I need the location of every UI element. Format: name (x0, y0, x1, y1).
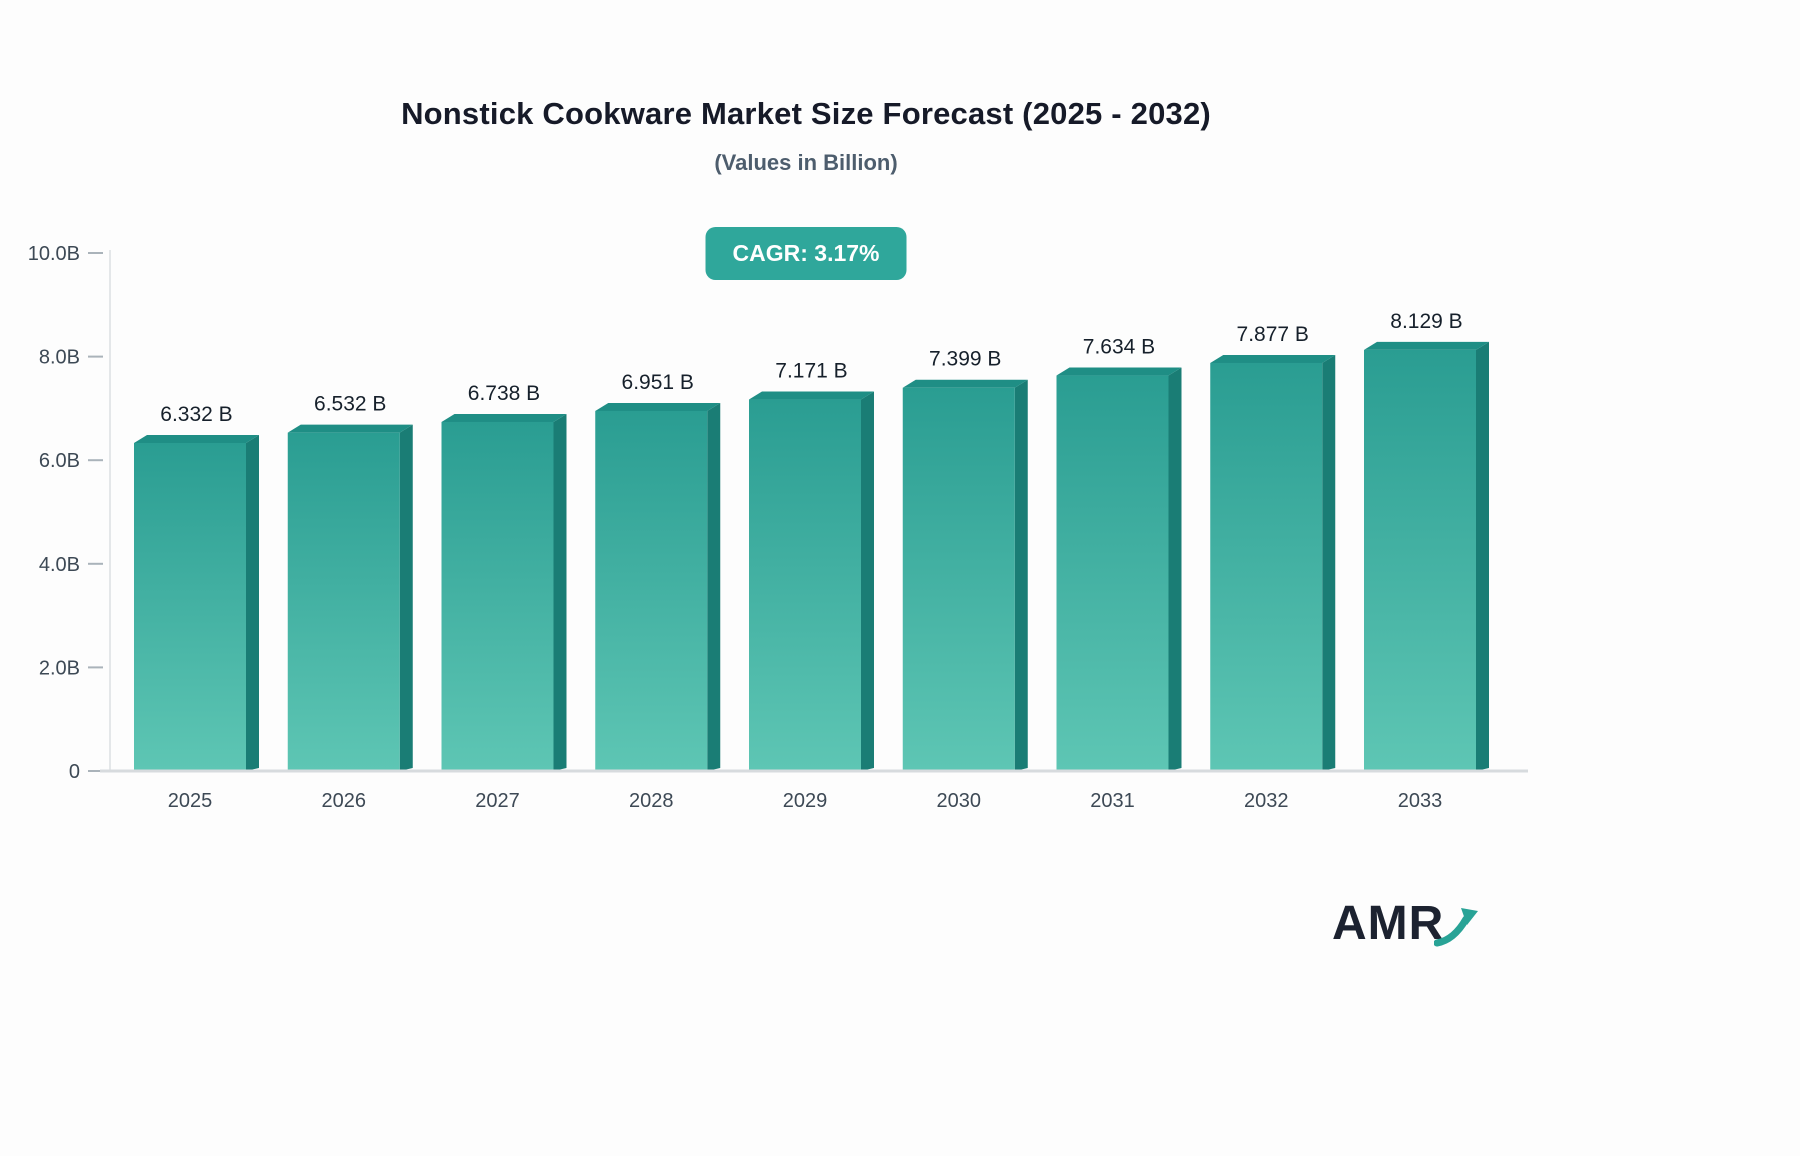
bar-side-face (246, 435, 259, 771)
bar-top-face (1056, 367, 1182, 376)
x-axis-label: 2033 (1398, 790, 1443, 812)
bar-side-face (861, 391, 874, 771)
bar-value-label: 7.171 B (775, 360, 847, 383)
x-axis-label: 2028 (629, 790, 674, 812)
bar-top-face (441, 413, 567, 422)
bar (595, 410, 708, 771)
bar-value-label: 6.332 B (160, 403, 232, 426)
bar (441, 421, 554, 771)
bar-value-label: 8.129 B (1390, 310, 1462, 333)
bar-top-face (134, 435, 259, 444)
y-axis-label: 4.0B (39, 554, 80, 576)
bar-side-face (1322, 354, 1336, 771)
bar-top-face (287, 424, 413, 433)
x-axis-label: 2031 (1090, 790, 1135, 812)
bar-top-face (1210, 354, 1336, 363)
x-axis-label: 2027 (475, 790, 520, 812)
y-axis-label: 8.0B (39, 347, 80, 369)
bar (134, 443, 246, 771)
bar-side-face (399, 424, 413, 771)
x-axis-label: 2026 (322, 790, 367, 812)
x-axis-label: 2029 (783, 790, 828, 812)
y-axis-label: 0 (69, 761, 80, 783)
amr-logo-text: AMR (1332, 897, 1445, 950)
chart-subtitle: (Values in Billion) (714, 150, 898, 175)
bar (1056, 375, 1169, 771)
trend-up-arrow-icon (1434, 907, 1479, 946)
bar-side-face (553, 413, 567, 771)
bar-top-face (1364, 341, 1489, 350)
bar-side-face (707, 402, 721, 771)
bar-side-face (1476, 341, 1489, 771)
amr-logo: AMR (1332, 896, 1480, 951)
bar-side-face (1168, 367, 1182, 771)
bar (1210, 362, 1323, 771)
y-axis-label: 6.0B (39, 450, 80, 472)
bar-top-face (595, 402, 721, 411)
bar-value-label: 6.951 B (622, 371, 694, 394)
x-axis-label: 2032 (1244, 790, 1289, 812)
bar (902, 387, 1015, 771)
bar-top-face (749, 391, 874, 400)
bar-value-label: 7.634 B (1083, 336, 1155, 359)
cagr-badge: CAGR: 3.17% (705, 227, 907, 280)
bar (749, 399, 861, 771)
y-axis-label: 2.0B (39, 657, 80, 679)
bar-value-label: 6.532 B (314, 393, 386, 416)
bar-value-label: 7.399 B (929, 348, 1001, 371)
bar-value-label: 6.738 B (468, 382, 540, 405)
bar (1364, 349, 1476, 771)
chart-title: Nonstick Cookware Market Size Forecast (… (401, 96, 1211, 131)
y-axis-label: 10.0B (28, 243, 80, 265)
bar-side-face (1014, 379, 1028, 771)
x-axis-label: 2025 (168, 790, 213, 812)
bar-value-label: 7.877 B (1237, 323, 1309, 346)
bar (287, 432, 400, 771)
x-axis-label: 2030 (937, 790, 982, 812)
bar-top-face (902, 379, 1028, 388)
